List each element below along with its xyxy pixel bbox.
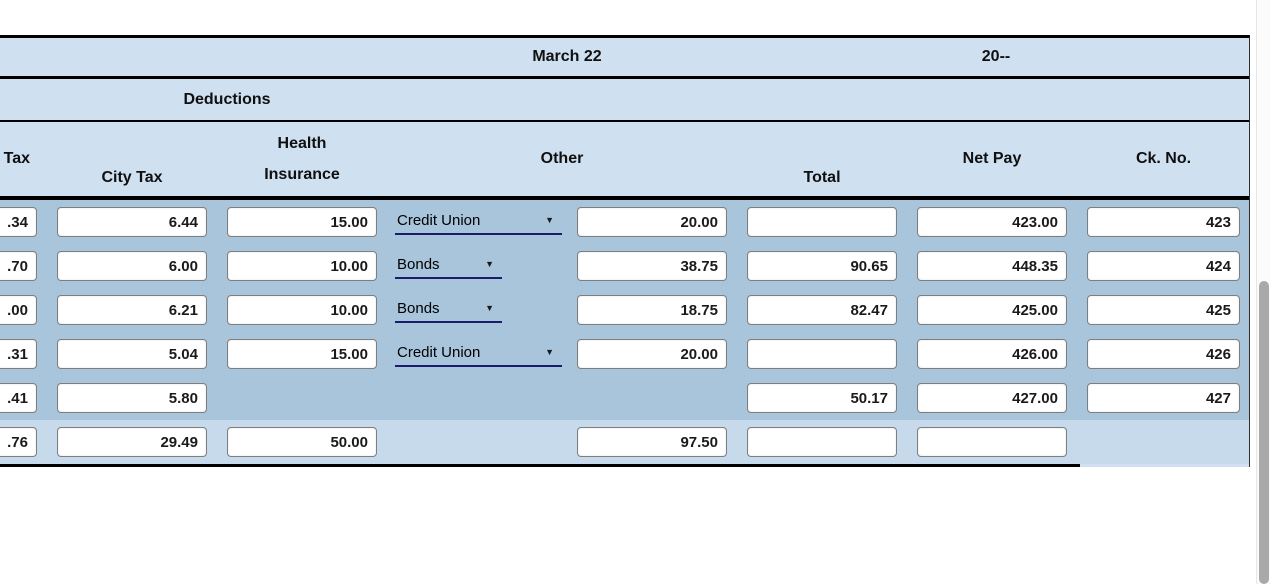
check-number-input[interactable] <box>1087 295 1240 325</box>
vertical-scrollbar[interactable] <box>1256 0 1270 584</box>
payroll-register-table: March 22 20-- Deductions Tax City Tax He… <box>0 35 1250 467</box>
other-deduction-value: Credit Union <box>397 343 481 361</box>
other-amount-input[interactable] <box>577 251 727 281</box>
city-tax-input[interactable] <box>57 251 207 281</box>
column-header-health-insurance: Health Insurance <box>217 122 387 196</box>
chevron-down-icon: ▼ <box>545 346 554 357</box>
net-pay-input[interactable] <box>917 295 1067 325</box>
tax-input[interactable] <box>0 339 37 369</box>
health-insurance-total-input[interactable] <box>227 427 377 457</box>
divider <box>0 120 1249 122</box>
chevron-down-icon: ▼ <box>485 302 494 313</box>
year-label: 20-- <box>981 48 1011 65</box>
other-deduction-select[interactable]: Credit Union ▼ <box>395 342 562 367</box>
health-insurance-input[interactable] <box>227 207 377 237</box>
city-tax-total-input[interactable] <box>57 427 207 457</box>
net-pay-input[interactable] <box>917 207 1067 237</box>
divider <box>0 76 1249 79</box>
total-input[interactable] <box>747 295 897 325</box>
other-deduction-select[interactable]: Bonds ▼ <box>395 254 502 279</box>
payroll-row: Bonds ▼ <box>0 244 1249 288</box>
health-header-line1: Health <box>277 135 327 152</box>
health-insurance-input[interactable] <box>227 339 377 369</box>
check-number-input[interactable] <box>1087 251 1240 281</box>
scrollbar-thumb[interactable] <box>1259 281 1269 584</box>
city-tax-input[interactable] <box>57 295 207 325</box>
other-deduction-select[interactable]: Bonds ▼ <box>395 298 502 323</box>
column-header-total: Total <box>803 169 841 186</box>
column-header-net-pay: Net Pay <box>962 150 1022 167</box>
column-headers-row: Tax City Tax Health Insurance Other Tota… <box>0 122 1249 196</box>
total-total-input[interactable] <box>747 427 897 457</box>
tax-total-input[interactable] <box>0 427 37 457</box>
net-pay-total-input[interactable] <box>917 427 1067 457</box>
payroll-row <box>0 376 1249 420</box>
total-input[interactable] <box>747 383 897 413</box>
chevron-down-icon: ▼ <box>545 214 554 225</box>
column-header-city-tax: City Tax <box>101 169 163 186</box>
net-pay-input[interactable] <box>917 383 1067 413</box>
city-tax-input[interactable] <box>57 207 207 237</box>
date-header-row: March 22 20-- <box>0 38 1249 76</box>
net-pay-input[interactable] <box>917 251 1067 281</box>
other-deduction-value: Credit Union <box>397 211 481 229</box>
column-header-ck-no: Ck. No. <box>1135 150 1192 167</box>
health-insurance-input[interactable] <box>227 251 377 281</box>
payroll-row: Credit Union ▼ <box>0 332 1249 376</box>
empty-cell <box>1077 420 1250 464</box>
check-number-input[interactable] <box>1087 207 1240 237</box>
total-input[interactable] <box>747 251 897 281</box>
empty-cell <box>387 376 737 420</box>
health-insurance-input[interactable] <box>227 295 377 325</box>
health-header-line2: Insurance <box>264 166 340 183</box>
net-pay-input[interactable] <box>917 339 1067 369</box>
total-input[interactable] <box>747 207 897 237</box>
check-number-input[interactable] <box>1087 383 1240 413</box>
other-deduction-select[interactable]: Credit Union ▼ <box>395 210 562 235</box>
payroll-row: Credit Union ▼ <box>0 200 1249 244</box>
tax-input[interactable] <box>0 295 37 325</box>
empty-cell <box>217 376 387 420</box>
other-amount-input[interactable] <box>577 295 727 325</box>
tax-input[interactable] <box>0 251 37 281</box>
other-amount-input[interactable] <box>577 339 727 369</box>
deductions-header-row: Deductions <box>0 79 1249 120</box>
other-amount-total-input[interactable] <box>577 427 727 457</box>
bottom-border <box>0 464 1080 467</box>
other-deduction-value: Bonds <box>397 299 440 317</box>
date-label: March 22 <box>532 48 602 65</box>
other-deduction-value: Bonds <box>397 255 440 273</box>
divider <box>0 196 1249 200</box>
check-number-input[interactable] <box>1087 339 1240 369</box>
column-header-tax: Tax <box>3 150 30 167</box>
totals-row <box>0 420 1249 464</box>
column-header-other: Other <box>540 150 584 167</box>
total-input[interactable] <box>747 339 897 369</box>
tax-input[interactable] <box>0 207 37 237</box>
payroll-row: Bonds ▼ <box>0 288 1249 332</box>
other-amount-input[interactable] <box>577 207 727 237</box>
deductions-label: Deductions <box>183 90 271 108</box>
city-tax-input[interactable] <box>57 383 207 413</box>
city-tax-input[interactable] <box>57 339 207 369</box>
data-rows-area: Credit Union ▼ Bonds ▼ <box>0 200 1249 420</box>
chevron-down-icon: ▼ <box>485 258 494 269</box>
tax-input[interactable] <box>0 383 37 413</box>
